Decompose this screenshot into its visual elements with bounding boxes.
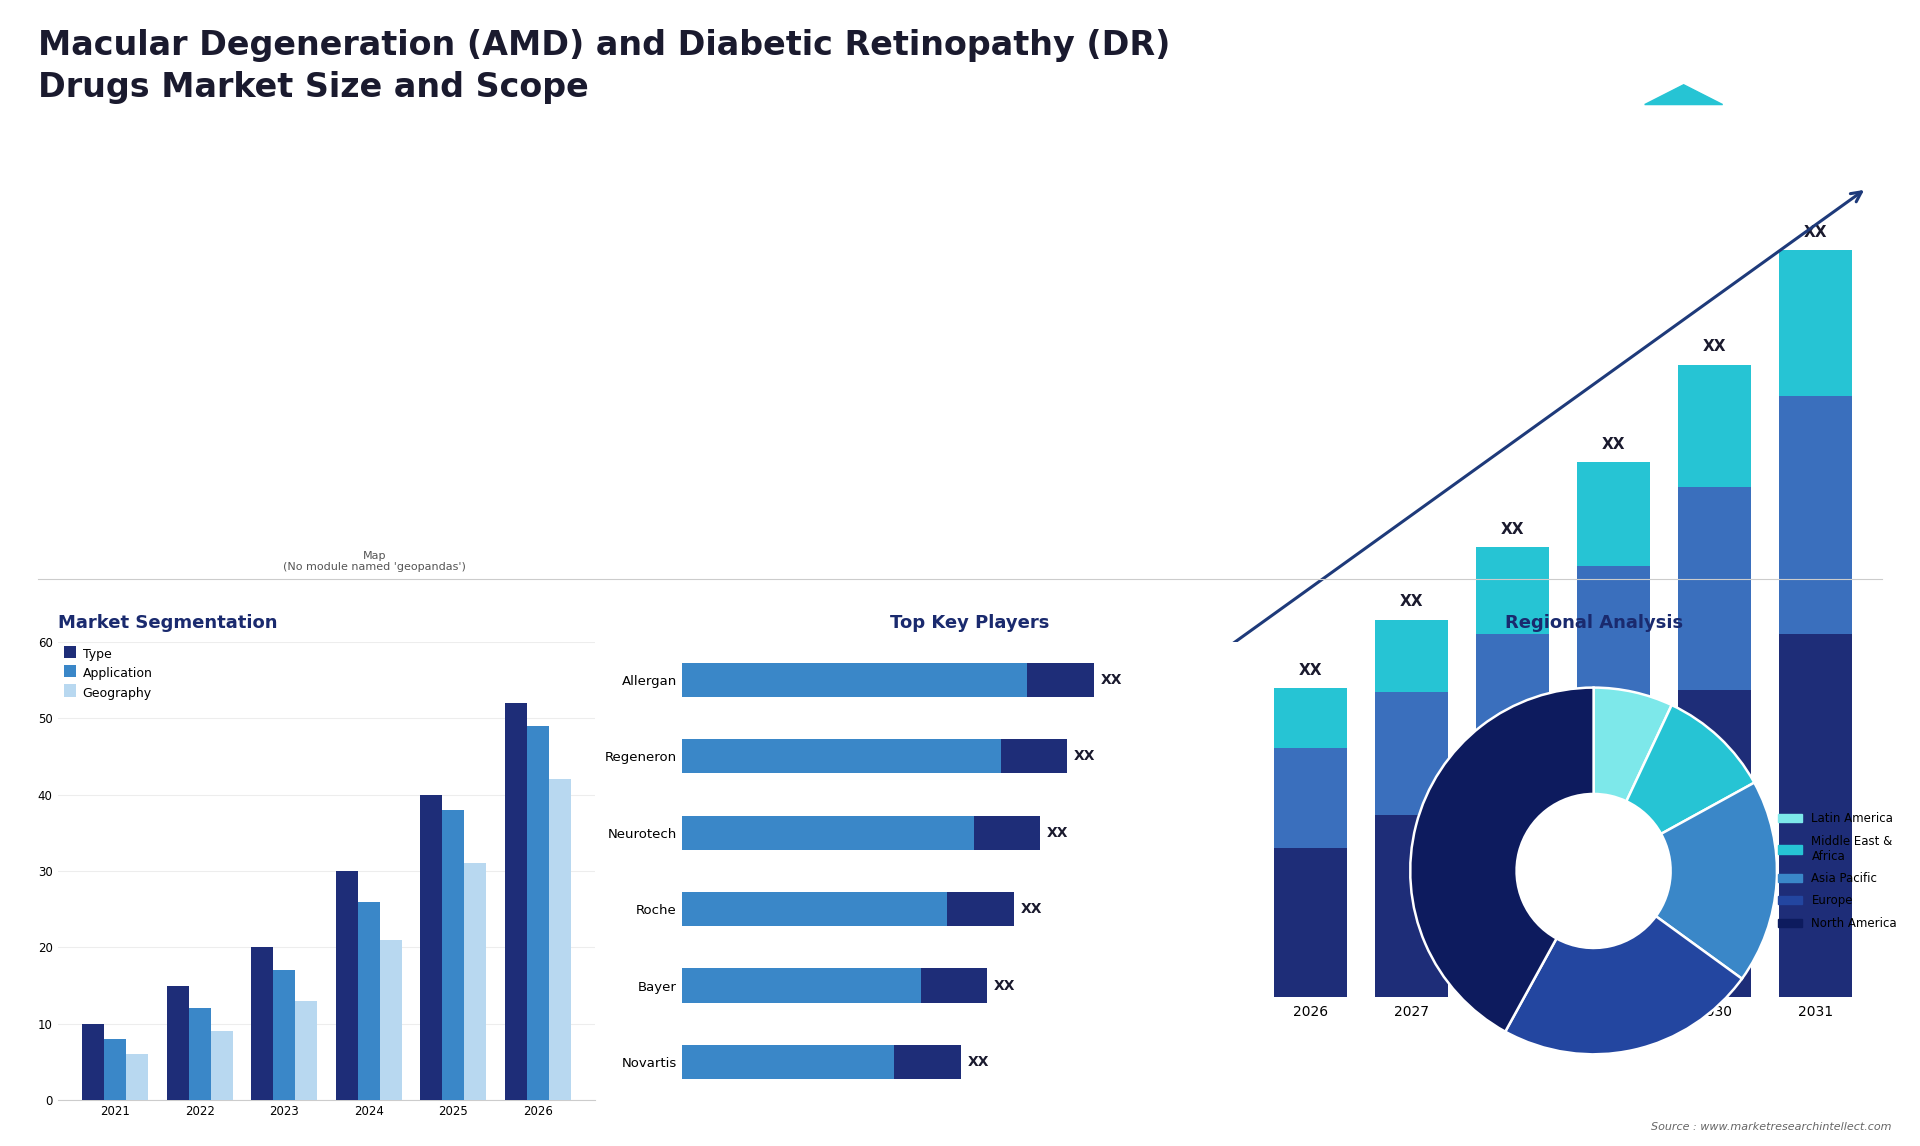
Title: Top Key Players: Top Key Players <box>889 614 1050 631</box>
Bar <box>296 1000 317 1100</box>
Text: XX: XX <box>1805 225 1828 241</box>
Bar <box>1780 634 1853 997</box>
Polygon shape <box>1645 42 1801 87</box>
Bar <box>380 940 401 1100</box>
Text: Macular Degeneration (AMD) and Diabetic Retinopathy (DR)
Drugs Market Size and S: Macular Degeneration (AMD) and Diabetic … <box>38 29 1171 104</box>
Bar <box>768 933 841 945</box>
Text: Map
(No module named 'geopandas'): Map (No module named 'geopandas') <box>282 551 467 572</box>
Bar <box>870 953 943 997</box>
Bar <box>1375 620 1448 692</box>
Bar <box>972 935 1043 997</box>
Bar <box>465 863 486 1100</box>
Bar <box>1375 815 1448 997</box>
Text: XX: XX <box>968 1055 989 1069</box>
Text: XX: XX <box>1400 595 1423 610</box>
Text: XX: XX <box>1100 673 1121 686</box>
Bar <box>870 908 943 925</box>
Wedge shape <box>1411 688 1594 1031</box>
Bar <box>1375 692 1448 815</box>
Bar <box>682 968 922 1003</box>
Bar <box>505 702 526 1100</box>
Bar <box>1071 817 1144 851</box>
Bar <box>1578 738 1649 997</box>
Text: XX: XX <box>1021 902 1043 916</box>
Bar <box>973 816 1041 850</box>
Bar <box>273 971 296 1100</box>
Bar <box>420 794 442 1100</box>
Text: XX: XX <box>995 979 1016 992</box>
Title: Regional Analysis: Regional Analysis <box>1505 614 1682 631</box>
Bar <box>1173 751 1246 798</box>
Bar <box>1578 462 1649 566</box>
Bar <box>1678 364 1751 487</box>
Text: XX: XX <box>1046 826 1069 840</box>
Bar <box>252 948 273 1100</box>
Bar <box>1275 748 1346 848</box>
Text: XX: XX <box>995 843 1020 858</box>
Bar <box>1071 910 1144 997</box>
Text: XX: XX <box>1501 521 1524 536</box>
Bar <box>1027 662 1094 697</box>
Bar <box>336 871 357 1100</box>
Bar <box>972 869 1043 894</box>
Bar <box>1000 739 1068 774</box>
Text: RESEARCH: RESEARCH <box>1812 63 1874 72</box>
Bar <box>127 1054 148 1100</box>
Bar <box>1173 877 1246 997</box>
Bar <box>1678 690 1751 997</box>
Bar <box>1678 487 1751 690</box>
Bar <box>1173 798 1246 877</box>
Text: Source : www.marketresearchintellect.com: Source : www.marketresearchintellect.com <box>1651 1122 1891 1132</box>
Bar <box>1476 634 1549 779</box>
Text: XX: XX <box>1703 339 1726 354</box>
Text: XX: XX <box>1096 791 1119 807</box>
Bar <box>211 1031 232 1100</box>
Bar <box>768 966 841 997</box>
Polygon shape <box>1645 85 1722 104</box>
Bar <box>682 662 1027 697</box>
Bar <box>357 902 380 1100</box>
Text: XX: XX <box>1298 662 1323 677</box>
Bar <box>682 739 1000 774</box>
Text: XX: XX <box>1601 437 1626 452</box>
Text: Market Segmentation: Market Segmentation <box>58 614 276 631</box>
Legend: Type, Application, Geography: Type, Application, Geography <box>63 647 152 699</box>
Bar <box>1275 688 1346 748</box>
Bar <box>682 1045 895 1080</box>
Bar <box>895 1045 960 1080</box>
Bar <box>442 810 465 1100</box>
Circle shape <box>1517 794 1670 948</box>
Legend: Latin America, Middle East &
Africa, Asia Pacific, Europe, North America: Latin America, Middle East & Africa, Asi… <box>1774 807 1903 935</box>
Bar <box>768 945 841 966</box>
Wedge shape <box>1505 916 1741 1054</box>
Text: XX: XX <box>793 908 816 923</box>
Bar <box>188 1008 211 1100</box>
Wedge shape <box>1626 705 1755 834</box>
Bar <box>83 1023 104 1100</box>
Bar <box>1578 566 1649 738</box>
Bar <box>526 725 549 1100</box>
Text: INTELLECT: INTELLECT <box>1812 89 1874 100</box>
Bar <box>682 892 947 926</box>
Bar <box>1071 851 1144 910</box>
Text: XX: XX <box>1198 725 1221 740</box>
Text: MARKET: MARKET <box>1812 36 1860 45</box>
Text: XX: XX <box>1073 749 1094 763</box>
Bar <box>1476 779 1549 997</box>
Bar <box>922 968 987 1003</box>
Bar <box>870 925 943 953</box>
Bar <box>549 779 570 1100</box>
Bar <box>1780 251 1853 395</box>
Bar <box>104 1039 127 1100</box>
Wedge shape <box>1594 688 1672 801</box>
Bar <box>167 986 188 1100</box>
Bar <box>947 892 1014 926</box>
Bar <box>1476 547 1549 634</box>
Bar <box>1275 848 1346 997</box>
Bar <box>972 894 1043 935</box>
Wedge shape <box>1655 783 1776 979</box>
Bar <box>1780 395 1853 634</box>
Text: XX: XX <box>895 882 918 897</box>
Bar <box>682 816 973 850</box>
